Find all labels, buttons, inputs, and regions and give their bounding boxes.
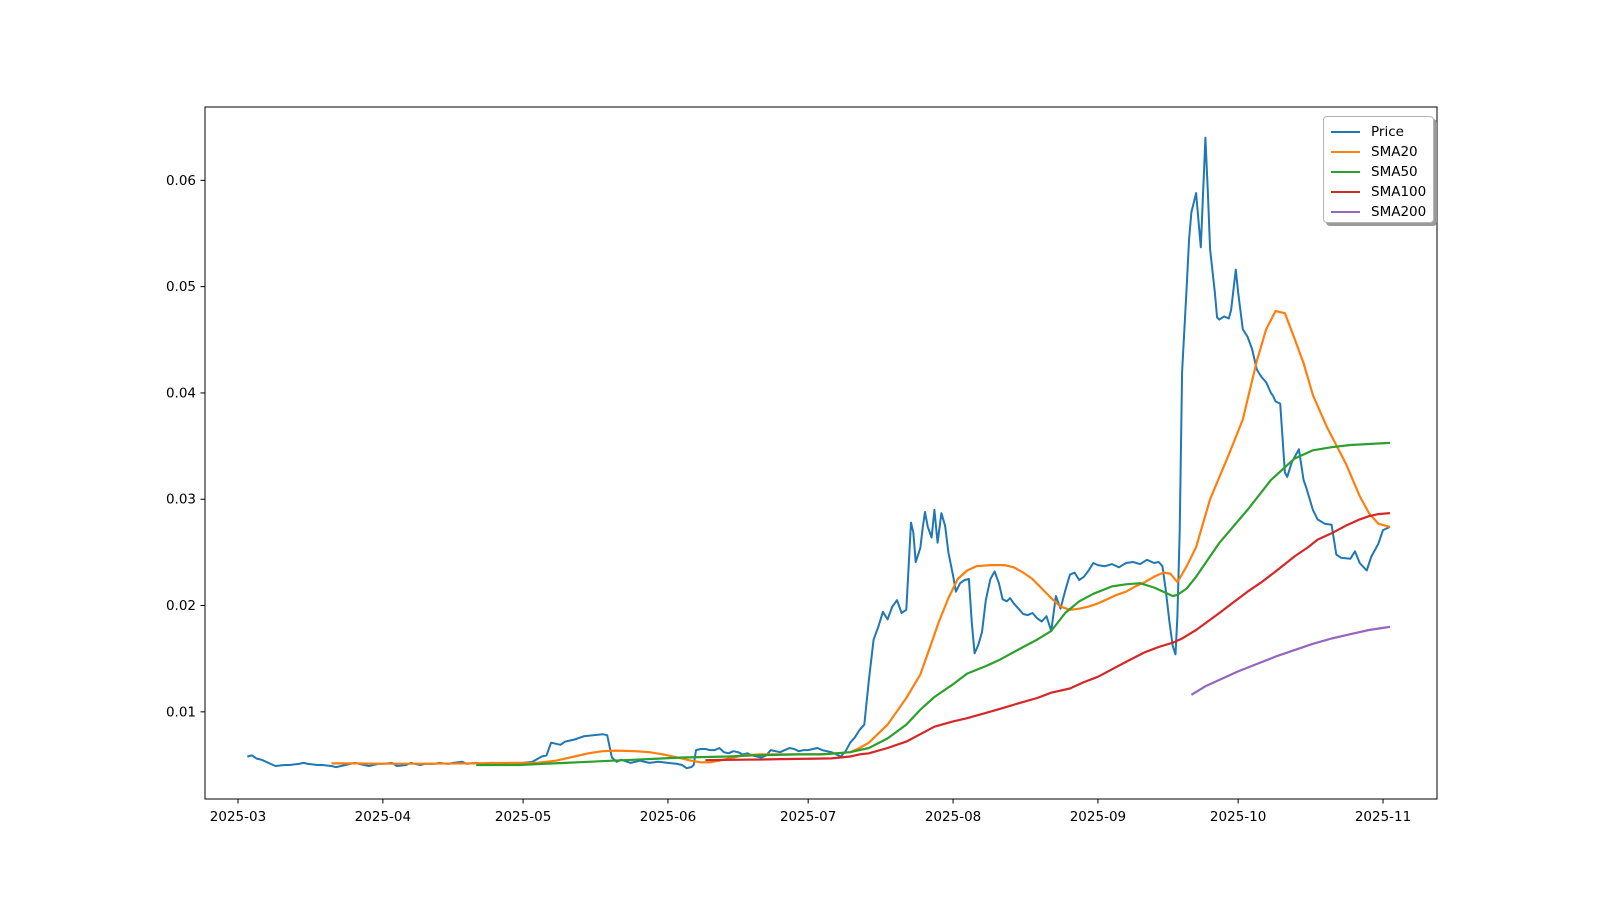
y-tick-label: 0.06 <box>166 173 196 189</box>
series-line-price <box>247 136 1391 770</box>
series-line-sma100 <box>705 512 1391 762</box>
legend-line-sample-sma20 <box>1331 151 1360 153</box>
legend-line-sample-sma200 <box>1331 211 1360 213</box>
x-tick-label: 2025-06 <box>640 809 696 825</box>
legend-entry-sma50: SMA50 <box>1324 162 1433 182</box>
legend-line-sample-price <box>1331 131 1360 133</box>
y-tick-label: 0.05 <box>166 279 196 295</box>
legend-entry-sma20: SMA20 <box>1324 142 1433 162</box>
legend-line-sample-sma50 <box>1331 171 1360 173</box>
x-tick-label: 2025-11 <box>1355 809 1411 825</box>
legend-entry-price: Price <box>1324 122 1433 142</box>
plot-area <box>204 106 1438 800</box>
legend-entry-sma100: SMA100 <box>1324 182 1433 202</box>
x-tick-label: 2025-09 <box>1070 809 1126 825</box>
y-tick-label: 0.04 <box>166 385 196 401</box>
y-tick-label: 0.01 <box>166 704 196 720</box>
series-line-sma50 <box>476 441 1391 767</box>
legend: Price SMA20 SMA50 SMA100 SMA200 <box>1323 116 1434 223</box>
legend-label-price: Price <box>1371 124 1404 140</box>
legend-label-sma100: SMA100 <box>1371 184 1427 200</box>
x-tick-label: 2025-07 <box>780 809 836 825</box>
x-tick-label: 2025-10 <box>1210 809 1266 825</box>
legend-label-sma20: SMA20 <box>1371 144 1418 160</box>
x-tick-label: 2025-03 <box>210 809 266 825</box>
legend-label-sma200: SMA200 <box>1371 204 1427 220</box>
legend-line-sample-sma100 <box>1331 191 1360 193</box>
legend-label-sma50: SMA50 <box>1371 164 1418 180</box>
y-tick-label: 0.03 <box>166 492 196 508</box>
series-line-sma20 <box>331 310 1391 765</box>
legend-entry-sma200: SMA200 <box>1324 202 1433 222</box>
x-tick-label: 2025-04 <box>355 809 411 825</box>
x-tick-label: 2025-08 <box>925 809 981 825</box>
y-tick-label: 0.02 <box>166 598 196 614</box>
series-line-sma200 <box>1190 625 1391 696</box>
x-tick-label: 2025-05 <box>495 809 551 825</box>
